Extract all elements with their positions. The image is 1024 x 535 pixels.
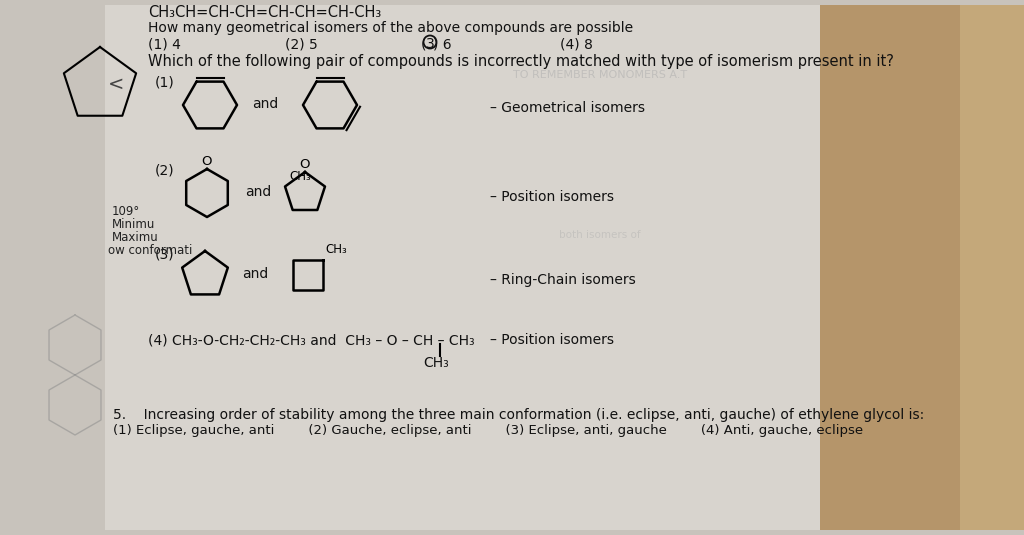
Text: <: < [108,75,124,94]
Text: both isomers of: both isomers of [559,230,641,240]
Text: (: ( [421,37,427,51]
Text: 5.    Increasing order of stability among the three main conformation (i.e. ecli: 5. Increasing order of stability among t… [113,408,925,422]
Text: – Ring-Chain isomers: – Ring-Chain isomers [490,273,636,287]
FancyBboxPatch shape [961,5,1024,530]
Text: (2): (2) [155,163,175,177]
Text: and: and [242,267,268,281]
Text: (1) Eclipse, gauche, anti        (2) Gauche, eclipse, anti        (3) Eclipse, a: (1) Eclipse, gauche, anti (2) Gauche, ec… [113,424,863,437]
Text: – Position isomers: – Position isomers [490,190,614,204]
Text: ow conformati: ow conformati [108,244,193,257]
Text: O: O [300,158,310,171]
Text: (1): (1) [155,75,175,89]
Text: and: and [245,185,271,199]
Text: Maximu: Maximu [112,231,159,244]
Text: 3: 3 [426,37,435,51]
Text: CH₃: CH₃ [289,170,310,182]
Text: (3): (3) [155,247,175,261]
Text: (1) 4: (1) 4 [148,37,181,51]
Text: and: and [252,97,279,111]
Text: (4) 8: (4) 8 [560,37,593,51]
Text: O: O [202,155,212,168]
Text: – Position isomers: – Position isomers [490,333,614,347]
Text: Minimu: Minimu [112,218,156,231]
Text: CH₃CH=CH-CH=CH-CH=CH-CH₃: CH₃CH=CH-CH=CH-CH=CH-CH₃ [148,5,381,20]
FancyBboxPatch shape [105,5,975,530]
Text: (4) CH₃-O-CH₂-CH₂-CH₃ and  CH₃ – O – CH – CH₃: (4) CH₃-O-CH₂-CH₂-CH₃ and CH₃ – O – CH –… [148,333,475,347]
Text: ) 6: ) 6 [433,37,452,51]
FancyBboxPatch shape [820,5,1020,530]
Text: TO REMEMBER MONOMERS A.T: TO REMEMBER MONOMERS A.T [513,70,687,80]
Text: CH₃: CH₃ [423,356,449,370]
Text: 109°: 109° [112,205,140,218]
Text: How many geometrical isomers of the above compounds are possible: How many geometrical isomers of the abov… [148,21,633,35]
Text: – Geometrical isomers: – Geometrical isomers [490,101,645,115]
Text: CH₃: CH₃ [326,243,347,256]
Text: (2) 5: (2) 5 [285,37,317,51]
Text: Which of the following pair of compounds is incorrectly matched with type of iso: Which of the following pair of compounds… [148,54,894,69]
